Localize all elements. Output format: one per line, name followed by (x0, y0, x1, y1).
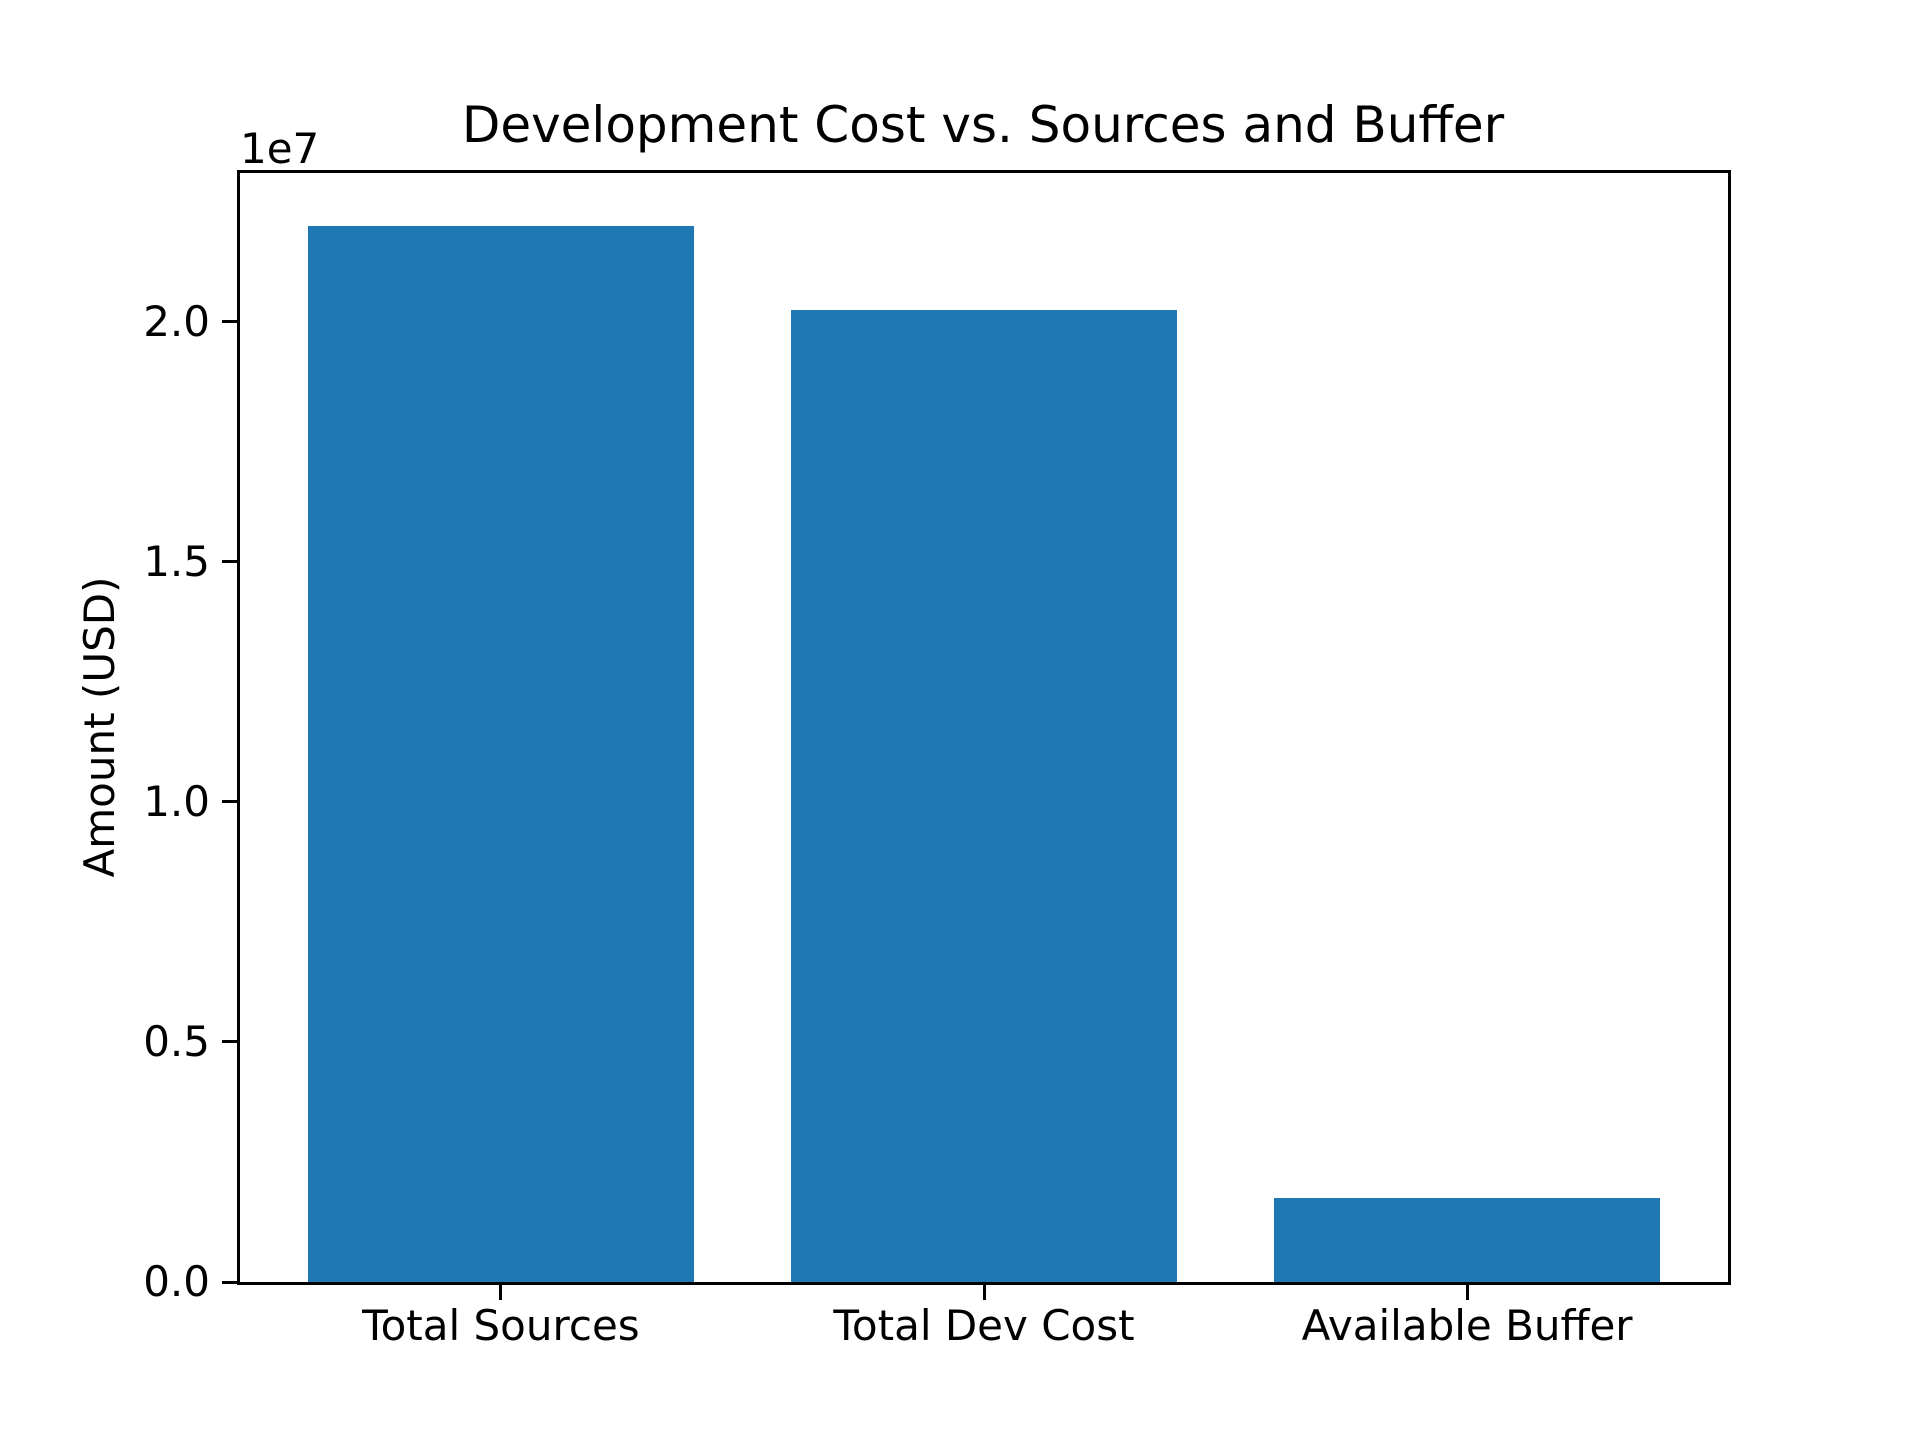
y-tick-mark (222, 560, 237, 564)
y-tick-label: 2.0 (143, 296, 210, 346)
x-tick-label: Total Dev Cost (833, 1301, 1135, 1350)
y-tick-mark (222, 800, 237, 804)
chart-title: Development Cost vs. Sources and Buffer (461, 96, 1505, 154)
x-tick-mark (1465, 1285, 1469, 1300)
y-tick-label: 0.0 (143, 1257, 210, 1306)
bar-available-buffer (1273, 1197, 1661, 1282)
x-tick-mark (982, 1285, 986, 1300)
y-axis-label: Amount (USD) (75, 576, 124, 878)
y-tick-mark (222, 320, 237, 324)
x-tick-label: Available Buffer (1301, 1301, 1633, 1350)
y-tick-label: 0.5 (143, 1016, 210, 1066)
bar-total-dev-cost (790, 309, 1178, 1282)
y-axis-offset-text: 1e7 (240, 124, 320, 173)
x-tick-mark (499, 1285, 503, 1300)
y-tick-mark (222, 1280, 237, 1284)
x-tick-label: Total Sources (362, 1301, 640, 1350)
y-tick-mark (222, 1040, 237, 1044)
y-tick-label: 1.0 (143, 776, 210, 826)
bar-total-sources (307, 225, 695, 1282)
y-tick-label: 1.5 (143, 536, 210, 586)
